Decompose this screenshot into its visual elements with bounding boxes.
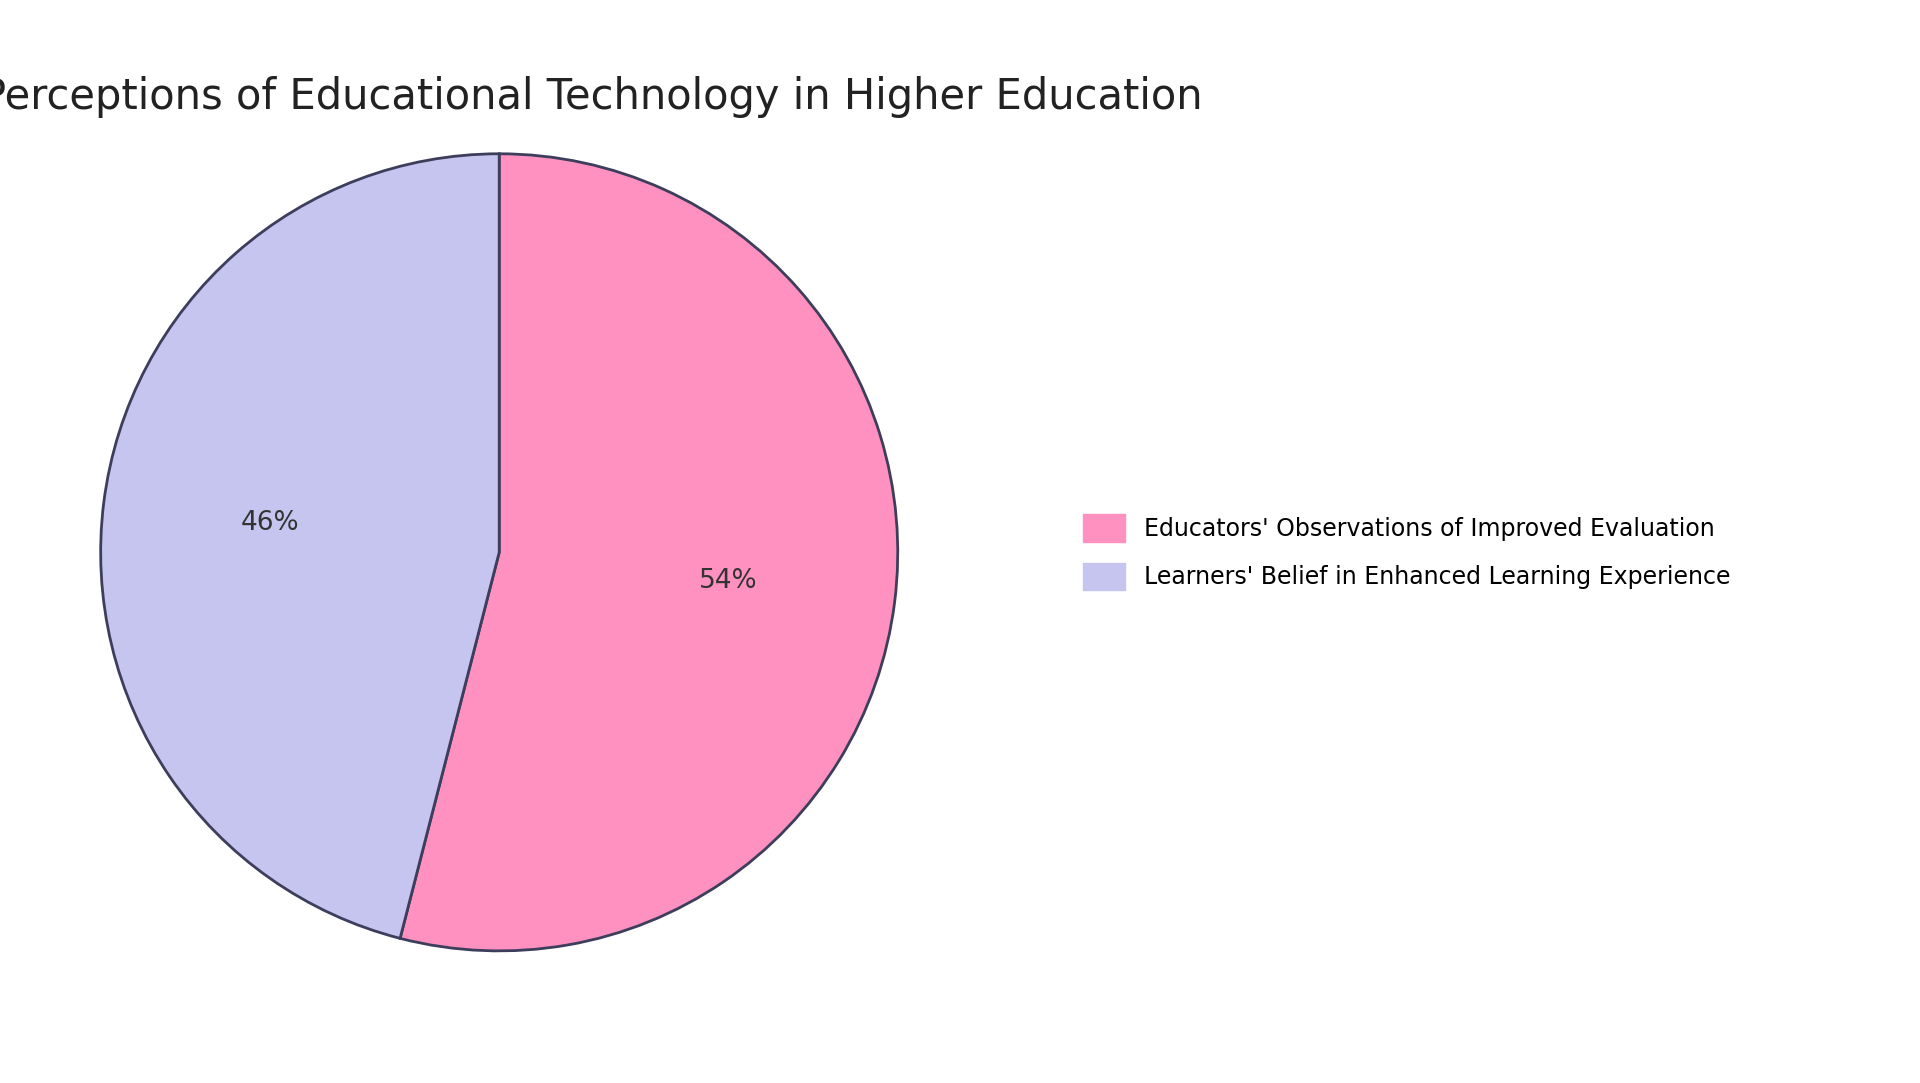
Wedge shape — [399, 154, 899, 951]
Wedge shape — [100, 154, 499, 938]
Text: Perceptions of Educational Technology in Higher Education: Perceptions of Educational Technology in… — [0, 76, 1202, 118]
Text: 46%: 46% — [240, 510, 300, 536]
Legend: Educators' Observations of Improved Evaluation, Learners' Belief in Enhanced Lea: Educators' Observations of Improved Eval… — [1060, 491, 1755, 614]
Text: 54%: 54% — [699, 569, 758, 595]
